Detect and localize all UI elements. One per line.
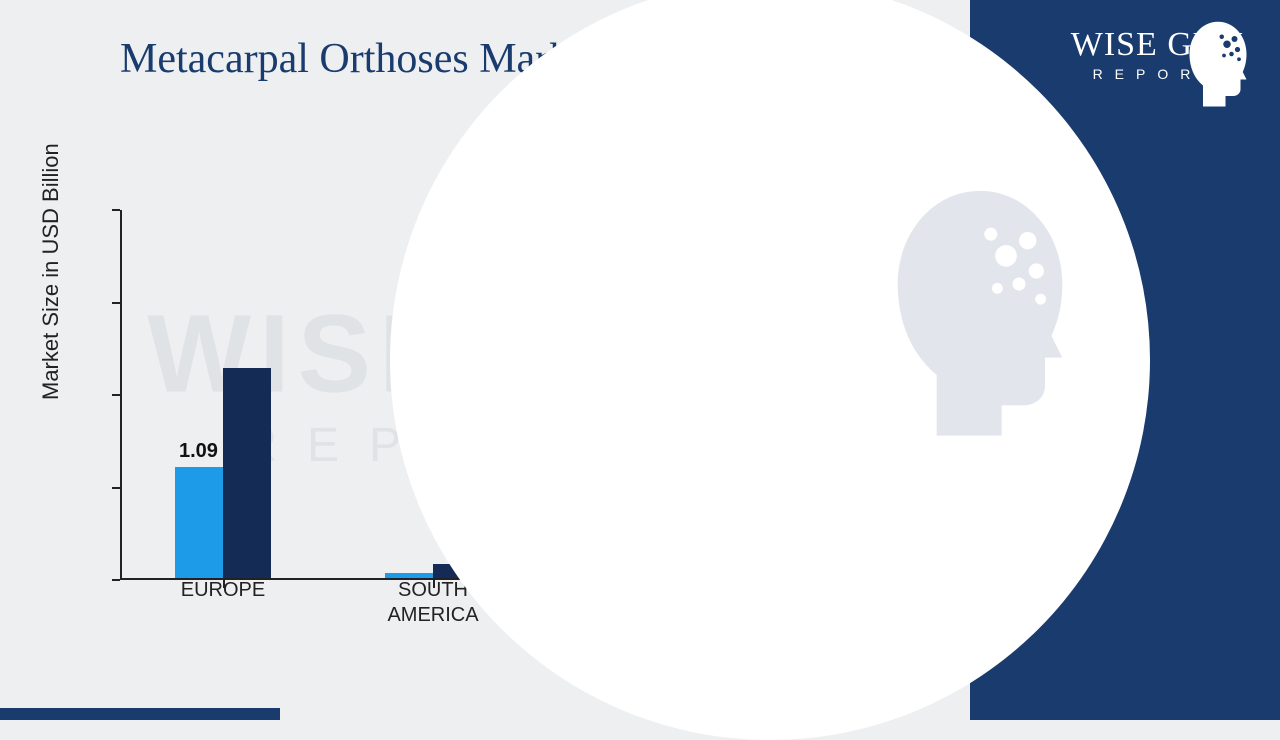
bottom-strip [0, 708, 280, 720]
bar-2024-0 [175, 467, 223, 578]
y-axis [120, 210, 122, 580]
y-axis-label: Market Size in USD Billion [38, 143, 64, 400]
category-label-0: EUROPE [143, 578, 303, 603]
data-label: 1.09 [179, 440, 218, 463]
watermark-head-icon [870, 180, 1090, 440]
bar-2032-0 [223, 368, 271, 578]
brand-head-icon [1180, 18, 1256, 108]
